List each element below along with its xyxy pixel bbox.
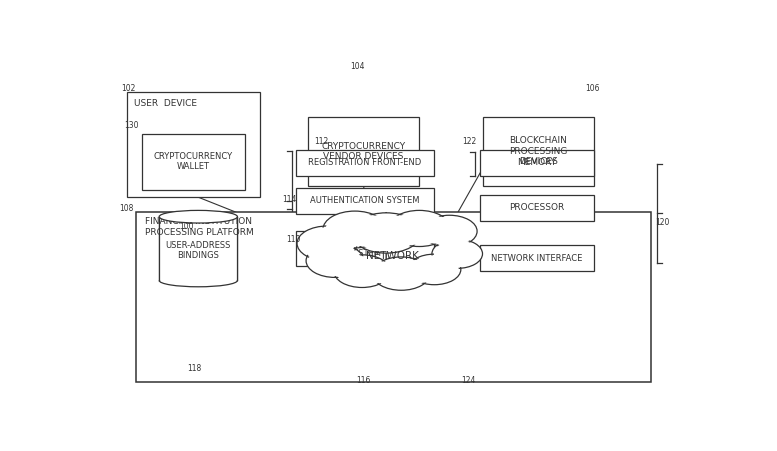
Circle shape: [375, 258, 428, 289]
FancyBboxPatch shape: [308, 117, 420, 186]
Text: 102: 102: [121, 84, 136, 93]
Text: NETWORK INTERFACE: NETWORK INTERFACE: [491, 253, 583, 262]
Text: 110: 110: [286, 235, 301, 244]
Circle shape: [372, 257, 430, 290]
Circle shape: [410, 255, 458, 284]
Circle shape: [334, 255, 390, 287]
FancyBboxPatch shape: [127, 92, 260, 197]
Text: 118: 118: [187, 364, 202, 373]
Text: 114: 114: [283, 195, 297, 204]
Text: USER  DEVICE: USER DEVICE: [134, 99, 197, 108]
Text: AUTHENTICATION SYSTEM: AUTHENTICATION SYSTEM: [310, 196, 420, 205]
Circle shape: [422, 215, 477, 247]
Circle shape: [424, 216, 475, 246]
FancyBboxPatch shape: [479, 195, 594, 221]
FancyBboxPatch shape: [479, 245, 594, 271]
Text: 130: 130: [124, 121, 139, 130]
Circle shape: [323, 211, 387, 248]
FancyBboxPatch shape: [159, 217, 238, 281]
Text: NETWORK: NETWORK: [366, 251, 419, 261]
Circle shape: [326, 212, 384, 246]
Text: CRYPTOCURRENCY
WALLET: CRYPTOCURRENCY WALLET: [154, 152, 233, 171]
FancyBboxPatch shape: [136, 212, 651, 382]
Circle shape: [408, 254, 461, 285]
Text: 108: 108: [119, 204, 133, 213]
Circle shape: [306, 244, 364, 277]
Text: 120: 120: [655, 218, 669, 227]
Text: 112: 112: [315, 137, 329, 146]
Text: 104: 104: [350, 62, 364, 71]
Circle shape: [297, 226, 357, 261]
Text: BLOCKCHAIN
PROCESSING
DEVICES: BLOCKCHAIN PROCESSING DEVICES: [509, 137, 567, 166]
FancyBboxPatch shape: [483, 117, 594, 186]
Circle shape: [354, 214, 418, 252]
Text: 106: 106: [585, 84, 600, 93]
Ellipse shape: [159, 210, 238, 223]
Text: USER-ADDRESS
BINDINGS: USER-ADDRESS BINDINGS: [166, 241, 231, 260]
Circle shape: [336, 256, 388, 286]
Text: CRYPTOCURRENCY
VENDOR DEVICES: CRYPTOCURRENCY VENDOR DEVICES: [322, 142, 406, 161]
Text: MEMORY: MEMORY: [517, 158, 556, 167]
FancyBboxPatch shape: [296, 188, 434, 214]
Circle shape: [391, 212, 448, 245]
FancyBboxPatch shape: [142, 134, 245, 189]
Circle shape: [388, 210, 451, 247]
Circle shape: [432, 239, 483, 268]
Text: 116: 116: [356, 376, 371, 385]
Text: ACCOUNT-IDENTITY SERVICE
SYSTEM: ACCOUNT-IDENTITY SERVICE SYSTEM: [305, 239, 425, 258]
Text: PROCESSOR: PROCESSOR: [509, 203, 564, 212]
Circle shape: [351, 213, 421, 253]
FancyBboxPatch shape: [296, 231, 434, 266]
Circle shape: [308, 245, 361, 276]
Text: 122: 122: [462, 137, 476, 146]
Text: 100: 100: [179, 221, 193, 230]
FancyBboxPatch shape: [296, 150, 434, 176]
Circle shape: [299, 227, 355, 259]
Text: REGISTRATION FRONT-END: REGISTRATION FRONT-END: [308, 158, 422, 167]
Text: 124: 124: [462, 376, 476, 385]
FancyBboxPatch shape: [479, 150, 594, 176]
Circle shape: [434, 240, 480, 267]
Text: FINANCIAL INSTITUTION
PROCESSING PLATFORM: FINANCIAL INSTITUTION PROCESSING PLATFOR…: [145, 217, 254, 237]
